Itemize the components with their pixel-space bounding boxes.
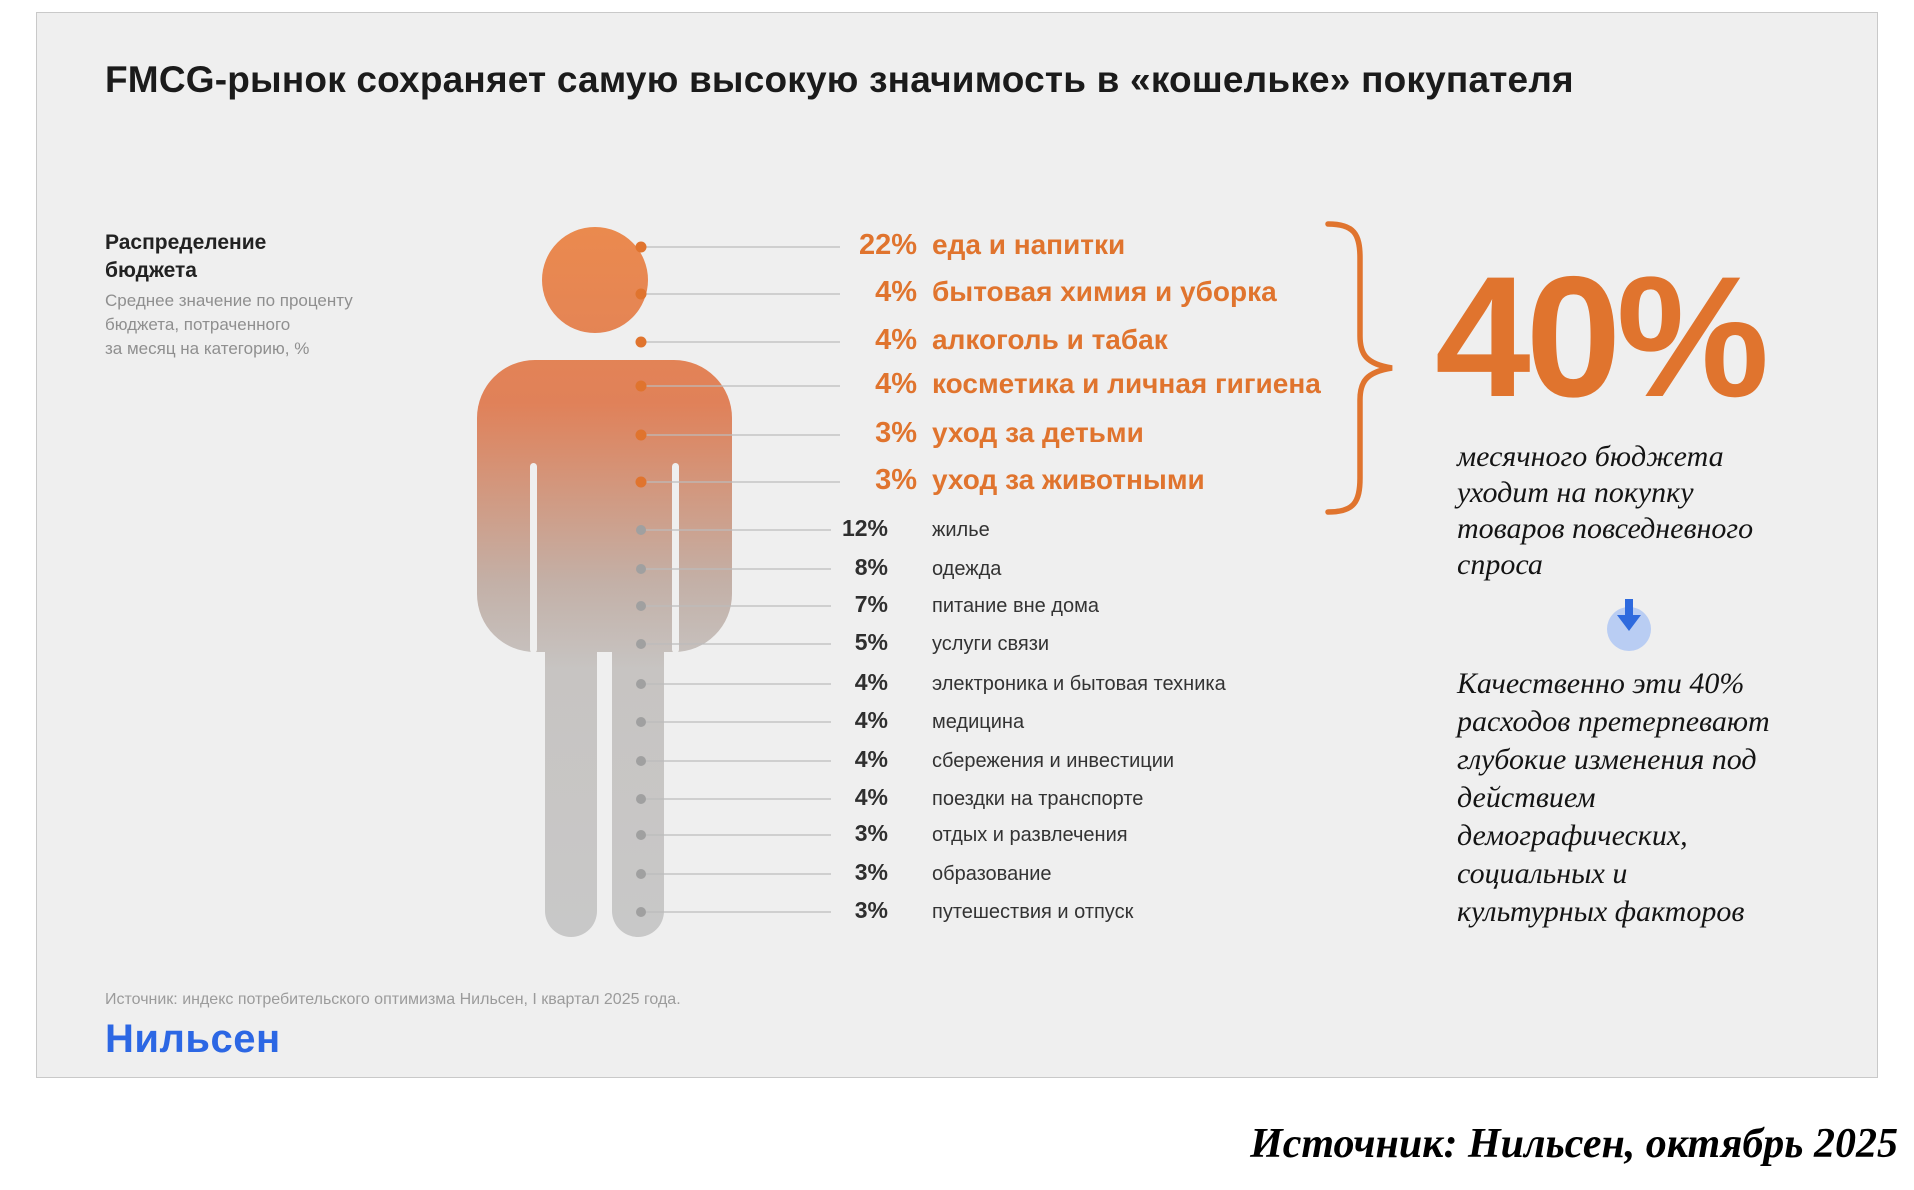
budget-row: 3% образование [797,859,1052,886]
row-label: питание вне дома [932,595,1099,617]
row-percent: 22% [858,229,917,261]
row-label: услуги связи [932,633,1050,655]
page-source-text: Источник: Нильсен, октябрь 2025 [1250,1121,1898,1167]
budget-distribution-heading: Распределение бюджета [105,231,267,282]
row-label: электроника и бытовая техника [932,673,1226,695]
person-body [477,227,732,937]
budget-row-fmcg: 4% косметика и личная гигиена [797,368,1321,401]
budget-row: 4% сбережения и инвестиции [797,746,1174,773]
budget-row-fmcg: 3% уход за животными [797,464,1205,497]
row-label: бытовая химия и уборка [932,276,1277,307]
budget-row-fmcg: 4% бытовая химия и уборка [797,276,1277,309]
row-percent: 3% [854,897,888,923]
row-percent: 4% [875,368,917,400]
row-percent: 3% [875,417,917,449]
row-percent: 4% [854,784,888,810]
budget-row: 4% поездки на транспорте [797,784,1144,811]
budget-row-fmcg: 22% еда и напитки [797,229,1125,262]
row-percent: 4% [854,669,888,695]
row-percent: 7% [854,591,888,617]
nielsen-logo: Нильсен [105,1017,281,1061]
row-label: уход за животными [932,464,1205,495]
row-label: уход за детьми [932,417,1144,448]
brace-icon [1325,221,1393,515]
card-source-text: Источник: индекс потребительского оптими… [105,991,681,1008]
fmcg-total-percent: 40% [1435,241,1769,433]
budget-row: 12% жилье [797,515,990,542]
person-pictogram-icon [477,227,840,937]
row-percent: 3% [875,464,917,496]
budget-row: 8% одежда [797,554,1002,581]
budget-row-fmcg: 3% уход за детьми [797,417,1144,450]
leader-dots [635,241,647,917]
page-title: FMCG-рынок сохраняет самую высокую значи… [105,59,1574,100]
infographic-card: FMCG-рынок сохраняет самую высокую значи… [36,12,1878,1078]
row-percent: 3% [854,820,888,846]
row-percent: 3% [854,859,888,885]
row-label: медицина [932,711,1025,733]
down-arrow-glyph [1617,599,1641,631]
row-percent: 4% [875,324,917,356]
row-percent: 8% [854,554,888,580]
row-label: образование [932,863,1052,885]
row-percent: 4% [875,276,917,308]
row-percent: 5% [854,629,888,655]
budget-row: 7% питание вне дома [797,591,1099,618]
row-label: путешествия и отпуск [932,901,1134,923]
row-percent: 4% [854,707,888,733]
row-label: поездки на транспорте [932,788,1144,810]
row-label: еда и напитки [932,229,1126,260]
budget-row: 3% отдых и развлечения [797,820,1128,847]
down-arrow-icon [1603,595,1655,651]
row-label: одежда [932,558,1002,580]
row-label: сбережения и инвестиции [932,750,1175,772]
row-percent: 12% [841,515,888,541]
leader-lines [641,246,840,913]
qualitative-note: Качественно эти 40% расходов претерпеваю… [1457,667,1770,928]
row-label: алкоголь и табак [932,324,1168,355]
row-label: косметика и личная гигиена [932,368,1321,399]
row-label: отдых и развлечения [932,824,1128,846]
budget-row: 4% электроника и бытовая техника [797,669,1226,696]
budget-row: 5% услуги связи [797,629,1049,656]
budget-distribution-subheading: Среднее значение по проценту бюджета, по… [105,291,353,359]
row-percent: 4% [854,746,888,772]
budget-row-fmcg: 4% алкоголь и табак [797,324,1168,357]
fmcg-total-caption: месячного бюджета уходит на покупку това… [1457,440,1754,581]
budget-row: 4% медицина [797,707,1024,734]
budget-row: 3% путешествия и отпуск [797,897,1134,924]
row-label: жилье [932,519,990,541]
